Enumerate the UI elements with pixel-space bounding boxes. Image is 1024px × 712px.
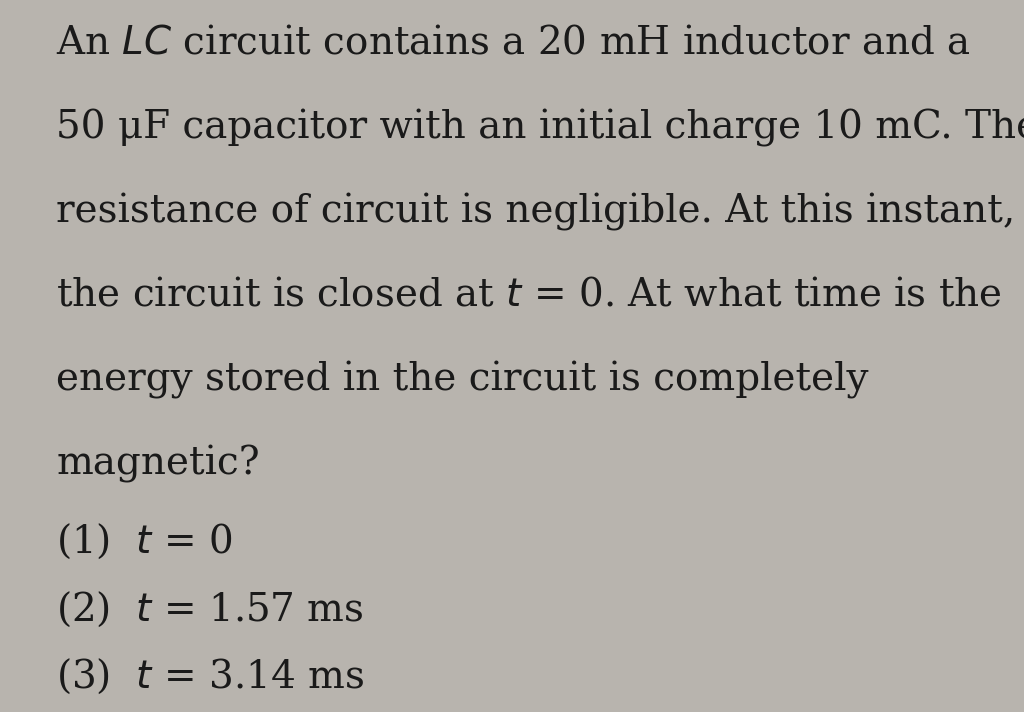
Text: (2)  $t$ = 1.57 ms: (2) $t$ = 1.57 ms [56,590,364,629]
Text: energy stored in the circuit is completely: energy stored in the circuit is complete… [56,361,868,399]
Text: the circuit is closed at $t$ = 0. At what time is the: the circuit is closed at $t$ = 0. At wha… [56,277,1002,314]
Text: An $LC$ circuit contains a 20 mH inductor and a: An $LC$ circuit contains a 20 mH inducto… [56,25,971,62]
Text: resistance of circuit is negligible. At this instant,: resistance of circuit is negligible. At … [56,193,1016,231]
Text: (3)  $t$ = 3.14 ms: (3) $t$ = 3.14 ms [56,657,365,696]
Text: (1)  $t$ = 0: (1) $t$ = 0 [56,522,232,561]
Text: 50 μF capacitor with an initial charge 10 mC. The: 50 μF capacitor with an initial charge 1… [56,109,1024,147]
Text: magnetic?: magnetic? [56,445,260,483]
